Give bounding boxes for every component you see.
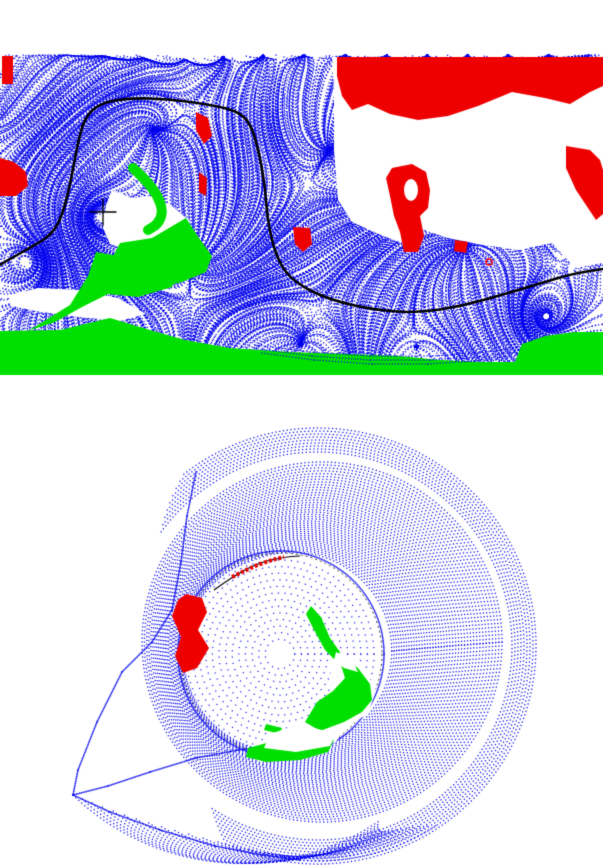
shell-surface-panel [0, 409, 603, 865]
domain-texture-panel [0, 52, 603, 378]
